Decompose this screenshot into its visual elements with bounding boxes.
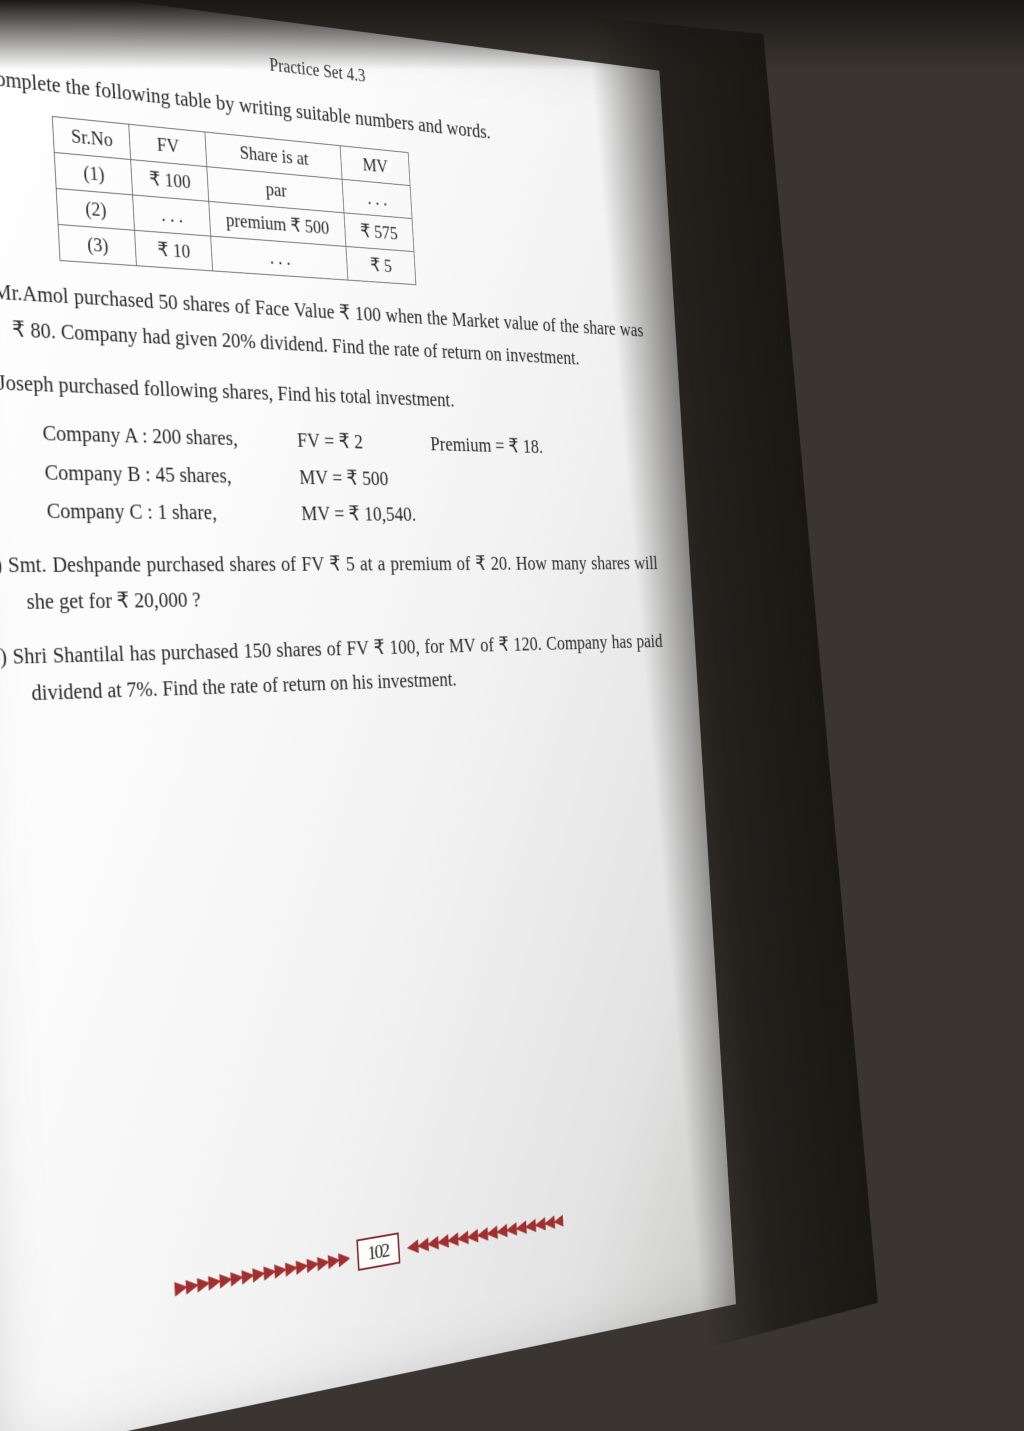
deco-right-icon: ◀◀◀◀◀◀◀◀◀◀◀◀◀◀◀◀ (406, 1208, 563, 1258)
company-a-extra: Premium = ₹ 18. (430, 433, 544, 458)
cell: . . . (133, 195, 210, 236)
page-number: 102 (356, 1232, 400, 1271)
company-c-left: Company C : 1 share, (46, 494, 298, 531)
shares-table: Sr.No FV Share is at MV (1) ₹ 100 par . … (52, 116, 416, 285)
company-a-right: FV = ₹ 2 (296, 424, 427, 460)
cell: ₹ 10 (135, 230, 212, 271)
cell: ₹ 575 (344, 213, 414, 252)
company-a-left: Company A : 200 shares, (42, 416, 294, 457)
cell: ₹ 5 (346, 246, 416, 284)
question-number: (4) (0, 553, 3, 577)
question-text: Smt. Deshpande purchased shares of FV ₹ … (7, 553, 658, 614)
question-4: (4) Smt. Deshpande purchased shares of F… (0, 547, 661, 621)
page-footer: ▶▶▶▶▶▶▶▶▶▶▶▶▶▶▶▶ 102 ◀◀◀◀◀◀◀◀◀◀◀◀◀◀◀◀ (0, 1176, 730, 1345)
question-2: (2) Mr.Amol purchased 50 shares of Face … (0, 272, 646, 378)
question-5: (5) Shri Shantilal has purchased 150 sha… (0, 625, 665, 713)
cell: (3) (58, 224, 137, 265)
cell: (2) (56, 188, 135, 230)
company-b-left: Company B : 45 shares, (44, 455, 296, 494)
deco-left-icon: ▶▶▶▶▶▶▶▶▶▶▶▶▶▶▶▶ (174, 1245, 350, 1299)
company-c-right: MV = ₹ 10,540. (301, 502, 417, 525)
company-line: Company C : 1 share, MV = ₹ 10,540. (46, 494, 656, 533)
textbook-page: Practice Set 4.3 (1) Complete the follow… (0, 0, 736, 1431)
question-number: (5) (0, 644, 7, 669)
company-b-right: MV = ₹ 500 (299, 465, 389, 489)
question-text: Joseph purchased following shares, Find … (0, 370, 455, 411)
question-text: Shri Shantilal has purchased 150 shares … (12, 630, 663, 705)
question-text: Mr.Amol purchased 50 shares of Face Valu… (0, 279, 644, 368)
